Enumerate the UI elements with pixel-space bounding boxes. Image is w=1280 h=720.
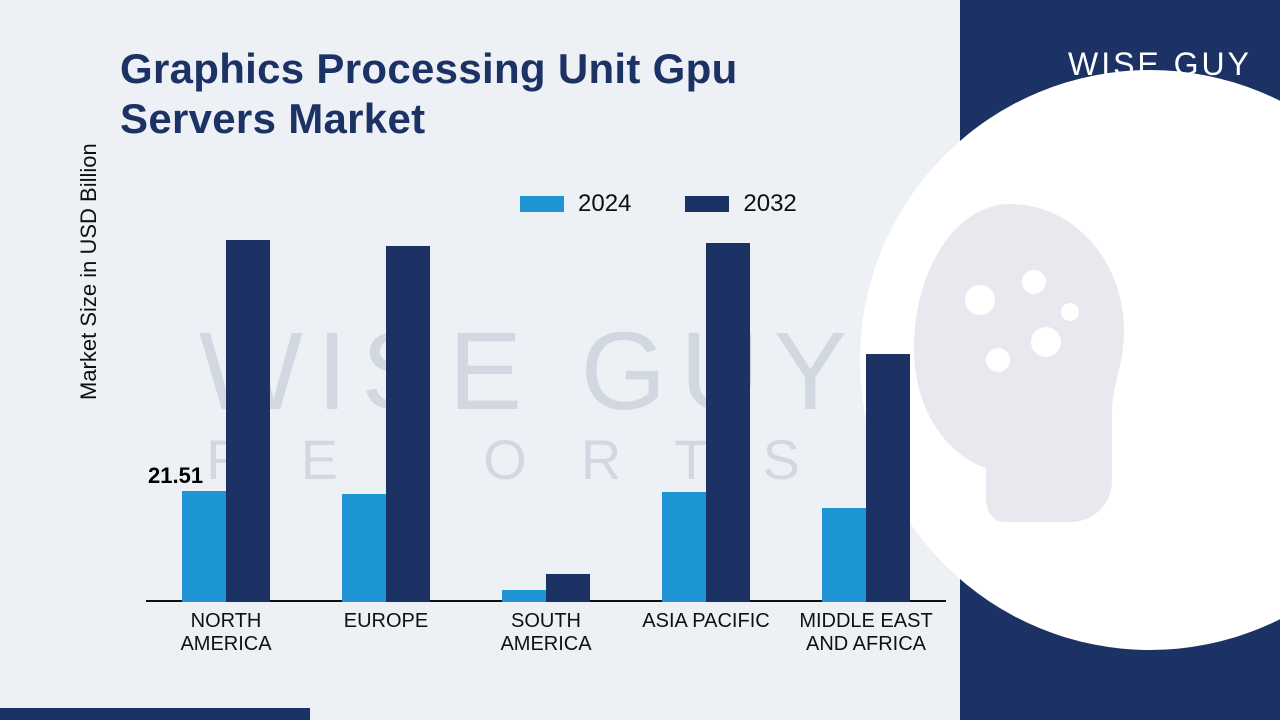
bar <box>822 508 866 602</box>
value-label: 21.51 <box>148 463 203 489</box>
brand-logo: WISE GUY REPORTS <box>992 46 1252 103</box>
brand-line1: WISE GUY <box>992 46 1252 83</box>
bar <box>706 243 750 602</box>
bottom-strip <box>0 708 310 720</box>
bar-group <box>466 574 626 602</box>
x-axis-label: MIDDLE EAST AND AFRICA <box>786 610 946 656</box>
bar-group <box>146 240 306 602</box>
legend-item-2032: 2032 <box>685 190 796 218</box>
bar <box>502 590 546 602</box>
legend: 2024 2032 <box>520 190 797 218</box>
plot <box>146 230 946 602</box>
x-axis-label: ASIA PACIFIC <box>626 610 786 633</box>
bar <box>866 354 910 602</box>
legend-swatch-2032 <box>685 196 729 212</box>
legend-label-2024: 2024 <box>578 190 631 218</box>
bar <box>182 491 226 602</box>
bar <box>342 494 386 603</box>
stage: WISE GUY REPORTS Graphics Processing Uni… <box>0 0 1280 720</box>
right-panel <box>960 0 1280 720</box>
bar-group <box>786 354 946 602</box>
legend-swatch-2024 <box>520 196 564 212</box>
bar-group <box>306 246 466 603</box>
bar <box>226 240 270 602</box>
y-axis-label: Market Size in USD Billion <box>76 143 102 400</box>
bar <box>662 492 706 602</box>
chart-title: Graphics Processing Unit Gpu Servers Mar… <box>120 44 840 143</box>
bar-group <box>626 243 786 602</box>
legend-item-2024: 2024 <box>520 190 631 218</box>
x-axis-label: EUROPE <box>306 610 466 633</box>
bar <box>386 246 430 603</box>
x-axis-label: NORTH AMERICA <box>146 610 306 656</box>
x-axis-label: SOUTH AMERICA <box>466 610 626 656</box>
brand-line2: REPORTS <box>992 85 1252 103</box>
legend-label-2032: 2032 <box>743 190 796 218</box>
chart-area: Graphics Processing Unit Gpu Servers Mar… <box>20 20 960 700</box>
bar <box>546 574 590 602</box>
